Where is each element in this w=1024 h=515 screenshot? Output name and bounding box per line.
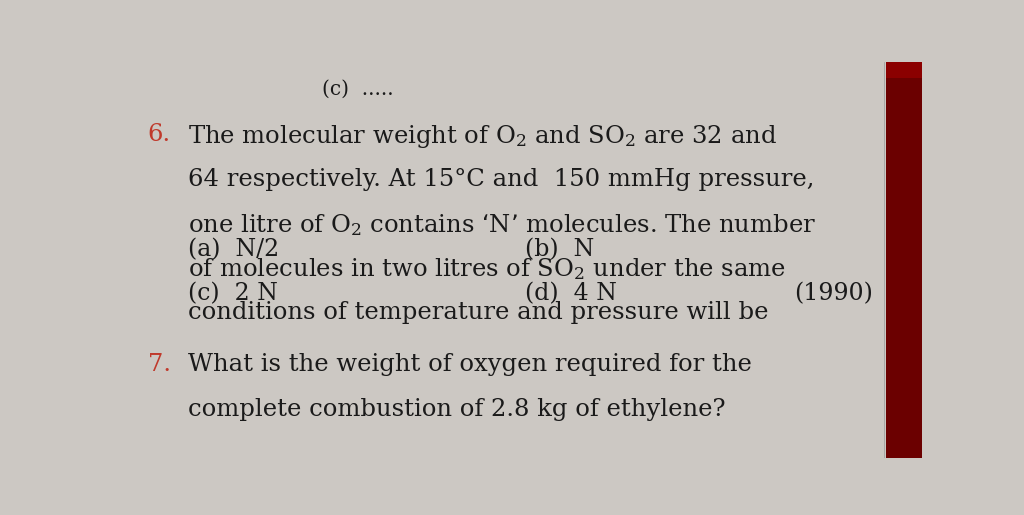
Text: conditions of temperature and pressure will be: conditions of temperature and pressure w… bbox=[187, 301, 768, 324]
Text: (d)  4 N: (d) 4 N bbox=[524, 282, 616, 305]
Text: The molecular weight of $\mathregular{O_2}$ and $\mathregular{SO_2}$ are 32 and: The molecular weight of $\mathregular{O_… bbox=[187, 123, 776, 150]
Text: (a)  N/2: (a) N/2 bbox=[187, 238, 279, 261]
Text: What is the weight of oxygen required for the: What is the weight of oxygen required fo… bbox=[187, 353, 752, 376]
Text: of molecules in two litres of $\mathregular{SO_2}$ under the same: of molecules in two litres of $\mathregu… bbox=[187, 256, 785, 282]
Text: 6.: 6. bbox=[147, 123, 171, 146]
Text: 64 respectively. At 15°C and  150 mmHg pressure,: 64 respectively. At 15°C and 150 mmHg pr… bbox=[187, 168, 814, 191]
Text: 7.: 7. bbox=[147, 353, 171, 376]
FancyBboxPatch shape bbox=[886, 62, 922, 458]
Text: (b)  N: (b) N bbox=[524, 238, 594, 261]
FancyBboxPatch shape bbox=[886, 62, 922, 78]
Text: complete combustion of 2.8 kg of ethylene?: complete combustion of 2.8 kg of ethylen… bbox=[187, 398, 725, 421]
Text: (c)  .....: (c) ..... bbox=[323, 80, 394, 99]
Text: one litre of $\mathregular{O_2}$ contains ‘N’ molecules. The number: one litre of $\mathregular{O_2}$ contain… bbox=[187, 212, 815, 238]
Text: (c)  2 N: (c) 2 N bbox=[187, 282, 278, 305]
Text: (1990): (1990) bbox=[795, 282, 873, 305]
